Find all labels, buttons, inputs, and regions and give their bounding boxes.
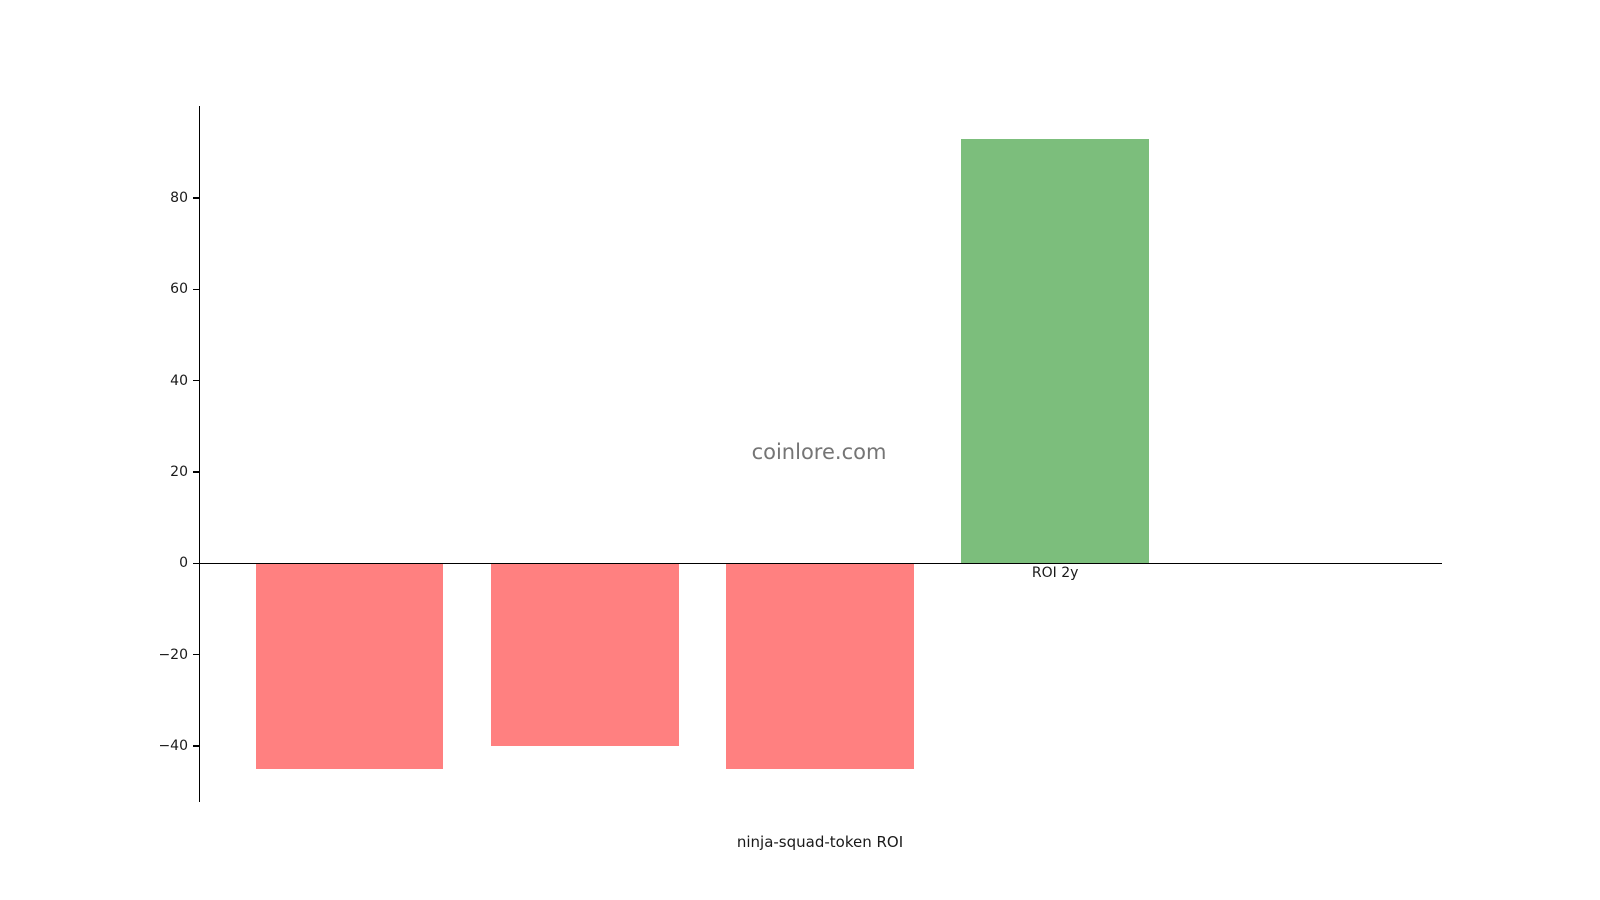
- bar-2: [491, 563, 679, 746]
- x-axis-zero-line: [197, 562, 1442, 564]
- y-tick-label: 60: [170, 281, 188, 298]
- x-axis-title: ninja-squad-token ROI: [736, 833, 904, 851]
- y-tick-label: −20: [158, 646, 188, 663]
- y-tick-mark: [193, 653, 199, 656]
- y-tick-label: −40: [158, 737, 188, 754]
- category-label-4: ROI 2y: [1031, 565, 1079, 581]
- watermark-text: coinlore.com: [751, 440, 887, 464]
- y-tick-label: 0: [179, 555, 188, 572]
- y-tick-mark: [193, 745, 199, 747]
- y-tick-mark: [193, 288, 199, 291]
- y-tick-label: 40: [170, 372, 188, 389]
- y-tick-mark: [193, 562, 199, 565]
- bar-4: [961, 138, 1149, 564]
- y-tick-mark: [193, 471, 199, 473]
- y-axis-spine: [198, 106, 200, 802]
- y-tick-label: 80: [170, 190, 188, 207]
- bar-3: [726, 563, 914, 769]
- bar-1: [255, 563, 444, 769]
- y-tick-label: 20: [170, 464, 188, 480]
- y-tick-mark: [193, 379, 199, 382]
- y-tick-mark: [193, 197, 199, 199]
